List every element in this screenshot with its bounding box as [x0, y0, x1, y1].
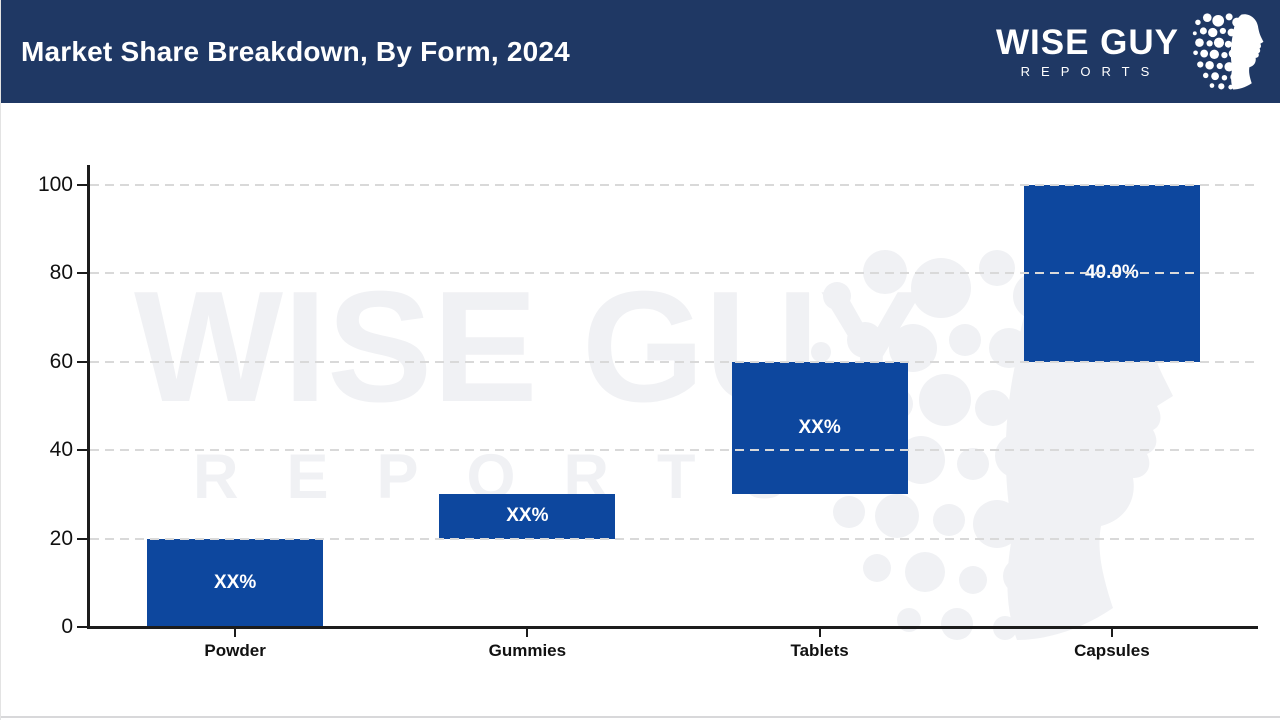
gridline-60: [90, 360, 1258, 363]
y-tick-label-100: 100: [37, 173, 73, 196]
bar-tablets: XX%: [731, 361, 908, 495]
x-tick-label-gummies: Gummies: [488, 641, 567, 660]
logo-subtitle: REPORTS: [1020, 63, 1161, 79]
header-band: Market Share Breakdown, By Form, 2024 WI…: [1, 0, 1280, 103]
y-tick-80: [77, 272, 87, 275]
x-tick-tablets: [818, 629, 821, 637]
x-tick-label-powder: Powder: [204, 641, 266, 660]
gridline-40: [90, 449, 1258, 452]
bar-value-label-tablets: XX%: [798, 417, 841, 439]
y-tick-40: [77, 449, 87, 452]
y-tick-label-80: 80: [49, 261, 73, 285]
gridline-100: [90, 184, 1258, 186]
bar-value-label-powder: XX%: [214, 571, 257, 593]
bar-value-label-gummies: XX%: [506, 505, 549, 527]
page-title: Market Share Breakdown, By Form, 2024: [21, 35, 570, 67]
y-tick-0: [77, 626, 87, 628]
y-tick-label-0: 0: [61, 615, 73, 638]
bottom-frame-line: [1, 716, 1280, 718]
y-axis-line: [87, 165, 90, 629]
x-tick-label-capsules: Capsules: [1074, 641, 1150, 660]
y-tick-label-40: 40: [49, 438, 73, 462]
x-tick-label-tablets: Tablets: [790, 641, 849, 660]
logo-wordmark: WISE GUY: [995, 23, 1179, 63]
gridline-20: [90, 537, 1258, 540]
y-tick-label-20: 20: [49, 526, 73, 550]
y-tick-60: [77, 360, 87, 363]
y-tick-100: [77, 184, 87, 186]
x-tick-gummies: [526, 629, 529, 637]
y-tick-20: [77, 537, 87, 540]
wiseguy-logo: WISE GUY REPORTS: [996, 8, 1265, 96]
wiseguy-head-icon: [1192, 13, 1264, 90]
bar-powder: XX%: [147, 538, 324, 627]
x-tick-powder: [234, 629, 237, 637]
x-axis-line: [87, 626, 1258, 629]
y-tick-label-60: 60: [49, 349, 73, 373]
bar-gummies: XX%: [439, 494, 616, 539]
wiseguy-logo-text: WISE GUY REPORTS: [995, 23, 1179, 79]
gridline-80: [90, 272, 1258, 275]
x-tick-capsules: [1110, 629, 1113, 637]
